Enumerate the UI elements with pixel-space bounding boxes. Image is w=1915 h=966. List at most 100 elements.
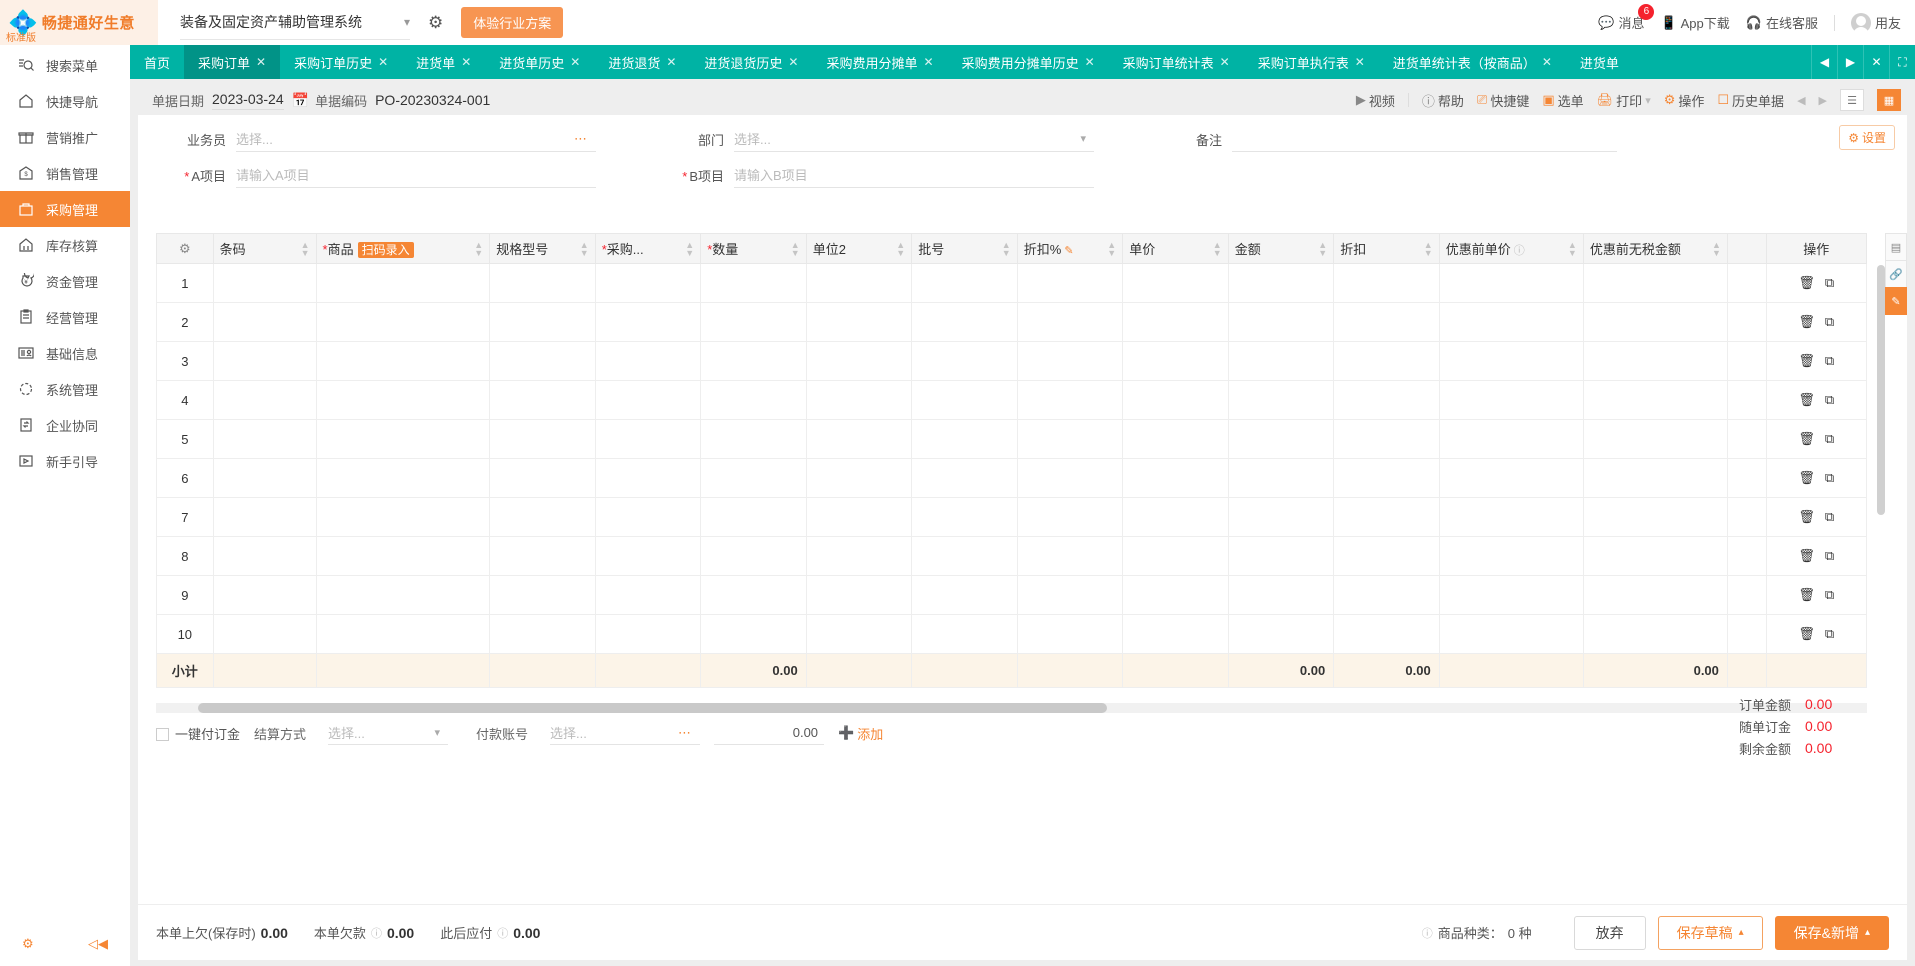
user-menu[interactable]: 用友 <box>1850 12 1901 37</box>
grid-cell[interactable] <box>1016 419 1124 459</box>
tab-12[interactable]: 进货单 <box>1566 45 1633 79</box>
tab-close-icon[interactable]: ✕ <box>923 55 934 69</box>
calendar-icon[interactable]: 📅 <box>291 91 310 108</box>
tab-1[interactable]: 采购订单 ✕ <box>184 45 281 79</box>
grid-cell[interactable] <box>315 575 491 615</box>
grid-cell[interactable] <box>489 341 596 381</box>
grid-cell[interactable] <box>911 263 1018 303</box>
grid-cell[interactable] <box>805 536 913 576</box>
sidebar-item-11[interactable]: 新手引导 <box>0 443 130 479</box>
grid-cell[interactable] <box>315 263 491 303</box>
tab-4[interactable]: 进货单历史 ✕ <box>485 45 594 79</box>
messages-button[interactable]: 💬 消息 6 <box>1598 4 1655 32</box>
grid-cell[interactable] <box>1582 458 1728 498</box>
grid-cell[interactable] <box>315 614 491 654</box>
sort-icon[interactable]: ▲ ▼ <box>1001 239 1011 258</box>
tab-close-icon[interactable]: ✕ <box>570 55 581 69</box>
grid-cell[interactable] <box>805 263 913 303</box>
grid-cell[interactable] <box>594 536 702 576</box>
grid-cell[interactable] <box>1726 263 1767 303</box>
delete-icon[interactable]: 🗑 <box>1798 431 1815 446</box>
grid-cell[interactable] <box>1582 497 1728 537</box>
grid-cell[interactable] <box>805 302 913 342</box>
list-view-button[interactable]: ☰ <box>1840 89 1864 111</box>
delete-icon[interactable]: 🗑 <box>1798 470 1815 485</box>
b-project-input[interactable]: 请输入B项目 <box>734 162 1094 188</box>
tab-8[interactable]: 采购费用分摊单历史 ✕ <box>948 45 1109 79</box>
save-and-new-button[interactable]: 保存&新增 ▴ <box>1774 915 1889 950</box>
sort-icon[interactable]: ▲ ▼ <box>1423 239 1433 258</box>
grid-cell[interactable] <box>1122 263 1229 303</box>
tab-scroll-left-button[interactable]: ◀ <box>1811 45 1837 79</box>
delete-icon[interactable]: 🗑 <box>1798 314 1815 329</box>
row-actions[interactable]: 🗑 ⧉ <box>1765 497 1867 537</box>
tab-close-icon[interactable]: ✕ <box>1219 55 1230 69</box>
tab-close-icon[interactable]: ✕ <box>666 55 677 69</box>
grid-cell[interactable] <box>489 302 596 342</box>
grid-cell[interactable] <box>594 380 702 420</box>
tab-close-icon[interactable]: ✕ <box>1084 55 1095 69</box>
operations-button[interactable]: ⚙ 操作 <box>1664 91 1705 110</box>
grid-cell[interactable] <box>1122 536 1229 576</box>
tab-close-icon[interactable]: ✕ <box>788 55 799 69</box>
grid-cell[interactable] <box>805 341 913 381</box>
grid-cell[interactable] <box>700 536 807 576</box>
salesperson-input[interactable]: 选择... ⋯ <box>236 126 596 152</box>
settings-gear-icon[interactable]: ⚙ <box>22 936 34 951</box>
grid-cell[interactable] <box>1227 497 1335 537</box>
grid-cell[interactable] <box>1726 458 1767 498</box>
grid-cell[interactable] <box>1122 302 1229 342</box>
grid-cell[interactable] <box>1726 419 1767 459</box>
grid-cell[interactable] <box>594 575 702 615</box>
grid-cell[interactable] <box>1333 458 1440 498</box>
payment-account-input[interactable]: 选择... ⋯ <box>550 721 701 745</box>
tab-7[interactable]: 采购费用分摊单 ✕ <box>812 45 947 79</box>
sidebar-item-5[interactable]: 库存核算 <box>0 227 130 263</box>
grid-cell[interactable] <box>212 536 317 576</box>
table-row[interactable]: 10 🗑 ⧉ <box>156 614 1867 654</box>
tab-close-icon[interactable]: ✕ <box>256 55 267 69</box>
help-button[interactable]: ⓘ 帮助 <box>1422 91 1464 110</box>
grid-cell[interactable] <box>212 497 317 537</box>
settle-method-select[interactable]: 选择... ▾ <box>328 721 449 745</box>
doc-code-value[interactable]: PO-20230324-001 <box>375 92 491 108</box>
grid-cell[interactable] <box>1016 575 1124 615</box>
row-actions[interactable]: 🗑 ⧉ <box>1765 458 1867 498</box>
history-doc-button[interactable]: ☐ 历史单据 <box>1717 91 1784 110</box>
app-download-button[interactable]: 📱 App下载 <box>1660 13 1729 32</box>
copy-icon[interactable]: ⧉ <box>1824 548 1835 563</box>
row-actions[interactable]: 🗑 ⧉ <box>1765 341 1867 381</box>
copy-icon[interactable]: ⧉ <box>1824 392 1835 407</box>
tab-2[interactable]: 采购订单历史 ✕ <box>280 45 402 79</box>
pay-amount-input[interactable]: 0.00 <box>714 721 825 745</box>
delete-icon[interactable]: 🗑 <box>1798 626 1815 641</box>
settings-button[interactable]: ⚙ 设置 <box>1839 125 1895 150</box>
horizontal-scroll-thumb[interactable] <box>198 703 1107 713</box>
chevron-down-icon[interactable]: ▾ <box>1080 133 1086 145</box>
sort-icon[interactable]: ▲ ▼ <box>1567 239 1577 258</box>
tab-5[interactable]: 进货退货 ✕ <box>594 45 690 79</box>
grid-cell[interactable] <box>1227 419 1335 459</box>
grid-cell[interactable] <box>1726 536 1767 576</box>
grid-cell[interactable] <box>805 458 913 498</box>
delete-icon[interactable]: 🗑 <box>1798 548 1815 563</box>
grid-cell[interactable] <box>1333 341 1440 381</box>
grid-cell[interactable] <box>594 302 702 342</box>
row-actions[interactable]: 🗑 ⧉ <box>1765 575 1867 615</box>
vertical-scrollbar[interactable] <box>1877 265 1885 515</box>
grid-cell[interactable] <box>911 497 1018 537</box>
sidebar-item-7[interactable]: 经营管理 <box>0 299 130 335</box>
grid-cell[interactable] <box>489 614 596 654</box>
delete-icon[interactable]: 🗑 <box>1798 392 1815 407</box>
grid-cell[interactable] <box>212 341 317 381</box>
grid-cell[interactable] <box>1582 536 1728 576</box>
grid-cell[interactable] <box>805 614 913 654</box>
sidebar-item-6[interactable]: ¥ 资金管理 <box>0 263 130 299</box>
video-button[interactable]: ▶ 视频 <box>1356 91 1395 110</box>
grid-cell[interactable] <box>1227 614 1335 654</box>
table-row[interactable]: 6 🗑 ⧉ <box>156 458 1867 498</box>
grid-cell[interactable] <box>1016 497 1124 537</box>
grid-cell[interactable] <box>489 419 596 459</box>
grid-cell[interactable] <box>1122 497 1229 537</box>
fullscreen-icon[interactable]: ⛶ <box>1889 45 1915 79</box>
